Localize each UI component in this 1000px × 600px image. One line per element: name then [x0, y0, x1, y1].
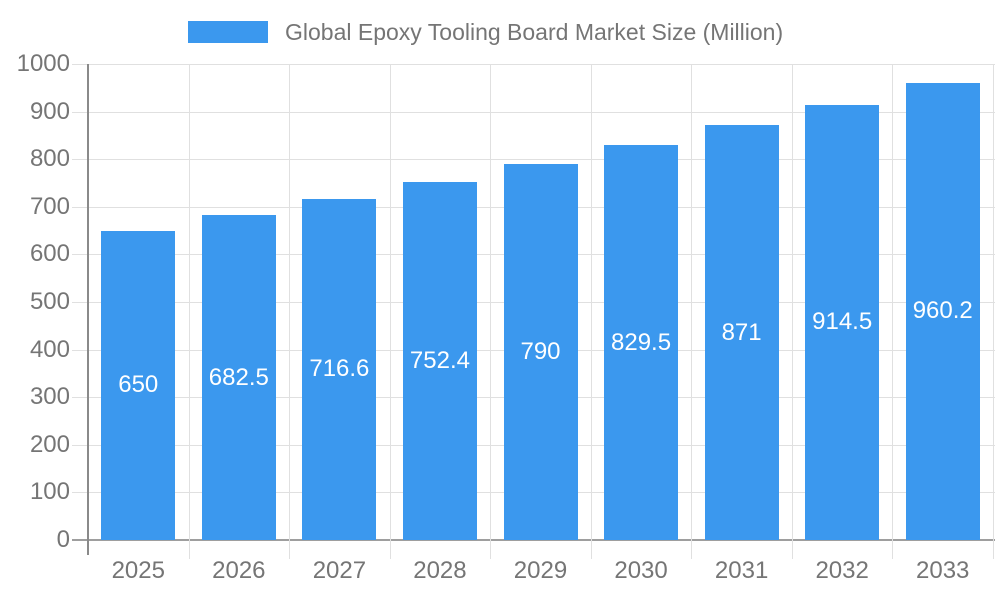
- y-axis-label: 0: [56, 526, 70, 553]
- gridline-horizontal: [72, 64, 995, 65]
- bar[interactable]: [604, 145, 679, 540]
- y-axis-label: 1000: [16, 50, 70, 77]
- bar-value-label: 914.5: [812, 308, 873, 336]
- gridline-horizontal: [72, 159, 995, 161]
- gridline-vertical: [892, 64, 894, 559]
- y-axis-label: 300: [29, 383, 70, 411]
- y-axis-line: [87, 64, 89, 555]
- y-axis-label: 100: [29, 478, 70, 506]
- bar-value-label: 752.4: [409, 346, 470, 374]
- bar[interactable]: [302, 198, 377, 540]
- bar-value-label: 871: [721, 318, 762, 346]
- x-axis-label: 2027: [312, 557, 367, 584]
- x-axis-baseline: [72, 539, 995, 541]
- y-axis-label: 900: [29, 97, 70, 125]
- bar[interactable]: [402, 181, 477, 540]
- bar[interactable]: [101, 230, 176, 540]
- x-axis-label: 2032: [815, 557, 869, 584]
- x-axis-label: 2025: [111, 557, 165, 584]
- chart-title: Global Epoxy Tooling Board Market Size (…: [285, 19, 784, 45]
- bar-value-label: 790: [520, 337, 561, 365]
- bar-value-label: 716.6: [309, 355, 370, 383]
- legend-swatch: [188, 21, 268, 43]
- gridline-vertical: [691, 64, 693, 559]
- gridline-vertical: [289, 64, 291, 559]
- x-axis-label: 2026: [212, 557, 266, 584]
- bar[interactable]: [503, 163, 578, 540]
- gridline-vertical: [791, 64, 793, 559]
- y-axis-label: 500: [29, 288, 70, 315]
- y-axis-label: 600: [29, 240, 70, 268]
- y-axis-label: 700: [29, 192, 70, 220]
- bar-value-label: 650: [118, 371, 159, 399]
- gridline-vertical: [993, 64, 994, 559]
- bar[interactable]: [905, 82, 980, 540]
- y-axis-label: 400: [29, 335, 70, 363]
- x-axis-label: 2033: [916, 557, 970, 584]
- gridline-horizontal: [72, 111, 995, 113]
- gridline-vertical: [490, 64, 492, 559]
- bar-value-label: 829.5: [611, 328, 672, 356]
- bar[interactable]: [201, 215, 276, 540]
- x-axis-label: 2030: [614, 557, 668, 584]
- x-axis-label: 2029: [513, 557, 568, 584]
- x-axis-label: 2031: [714, 557, 769, 584]
- x-axis-label: 2028: [413, 557, 467, 584]
- bar[interactable]: [704, 125, 779, 540]
- y-axis-label: 200: [29, 430, 70, 458]
- bar-value-label: 682.5: [208, 363, 269, 391]
- bar-value-label: 960.2: [912, 297, 973, 325]
- gridline-vertical: [389, 64, 391, 559]
- y-axis-label: 800: [29, 145, 70, 173]
- gridline-vertical: [188, 64, 190, 559]
- gridline-vertical: [590, 64, 592, 559]
- bar[interactable]: [805, 104, 880, 540]
